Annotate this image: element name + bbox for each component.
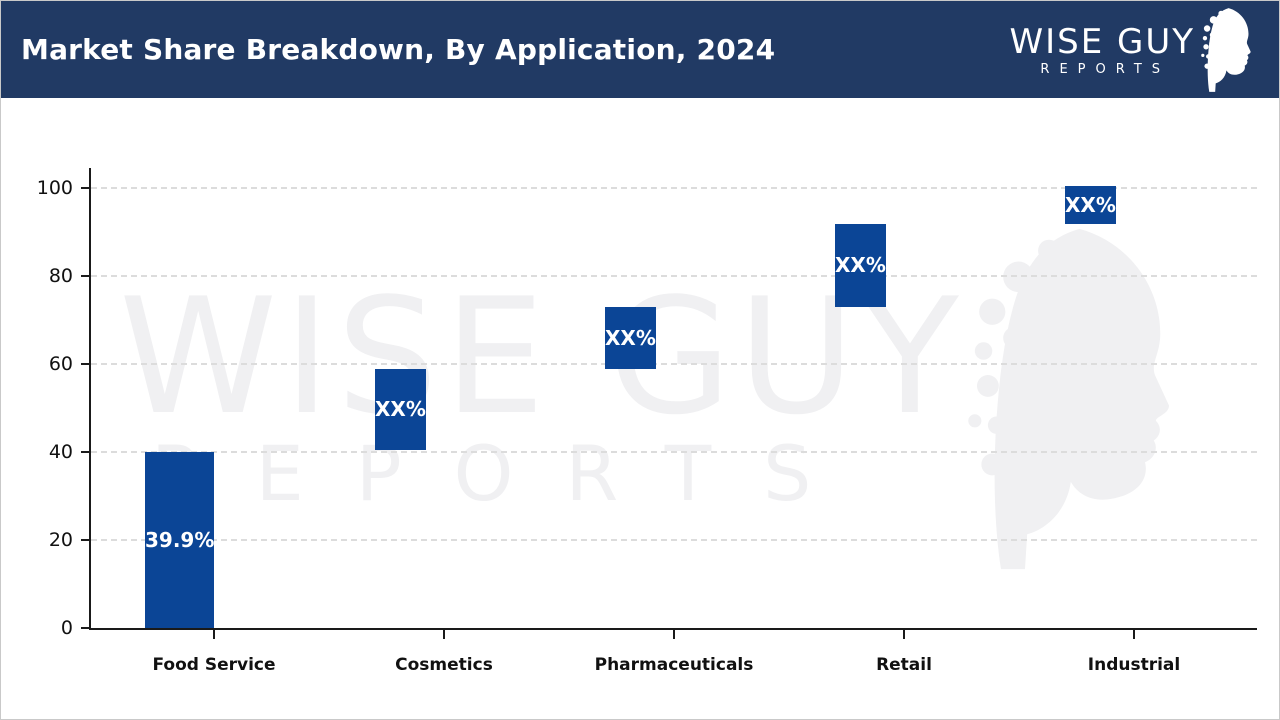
y-tick-mark <box>81 451 89 453</box>
chart-title: Market Share Breakdown, By Application, … <box>21 33 776 66</box>
y-tick-mark <box>81 627 89 629</box>
x-tick-mark <box>903 630 905 639</box>
bar-food-service: 39.9% <box>145 452 215 628</box>
bar-industrial: XX% <box>1065 186 1116 225</box>
bar-value-label: 39.9% <box>145 528 215 553</box>
y-axis-tick-label: 20 <box>48 529 73 551</box>
y-axis-tick-label: 40 <box>48 441 73 463</box>
brand-reports-text: REPORTS <box>1040 61 1171 77</box>
y-tick-mark <box>81 275 89 277</box>
bar-retail: XX% <box>835 224 886 307</box>
y-tick-mark <box>81 363 89 365</box>
y-tick-mark <box>81 539 89 541</box>
bar-value-label: XX% <box>1065 193 1116 218</box>
x-axis-label-food-service: Food Service <box>152 655 276 675</box>
x-tick-mark <box>1133 630 1135 639</box>
bar-cosmetics: XX% <box>375 368 426 450</box>
bar-value-label: XX% <box>835 253 886 278</box>
gridline-80 <box>91 275 1257 277</box>
y-axis-tick-label: 60 <box>48 353 73 375</box>
brand-name-text: WISE GUY <box>1009 21 1195 62</box>
y-axis-tick-label: 80 <box>48 265 73 287</box>
gridline-100 <box>91 187 1257 189</box>
x-axis-label-industrial: Industrial <box>1087 655 1181 675</box>
y-tick-mark <box>81 187 89 189</box>
bar-pharmaceuticals: XX% <box>605 306 656 369</box>
x-tick-mark <box>443 630 445 639</box>
bar-value-label: XX% <box>605 325 656 350</box>
gridline-40 <box>91 451 1257 453</box>
y-axis-tick-label: 100 <box>36 177 73 199</box>
gridline-60 <box>91 363 1257 365</box>
gridline-20 <box>91 539 1257 541</box>
x-tick-mark <box>673 630 675 639</box>
x-axis-label-pharmaceuticals: Pharmaceuticals <box>594 655 754 675</box>
header-bar: Market Share Breakdown, By Application, … <box>1 1 1279 98</box>
y-axis-tick-label: 0 <box>60 617 73 639</box>
plot-area: 0 20 40 60 80 100 39.9% Food Service XX% Cosmetic… <box>37 168 1257 675</box>
bar-value-label: XX% <box>375 397 426 422</box>
brand-logo: WISE GUY REPORTS <box>1009 7 1273 93</box>
x-axis-label-cosmetics: Cosmetics <box>395 655 493 675</box>
brand-face-icon <box>1181 7 1273 93</box>
x-tick-mark <box>213 630 215 639</box>
x-axis-label-retail: Retail <box>876 655 932 675</box>
brand-wordmark: WISE GUY REPORTS <box>1009 24 1195 77</box>
